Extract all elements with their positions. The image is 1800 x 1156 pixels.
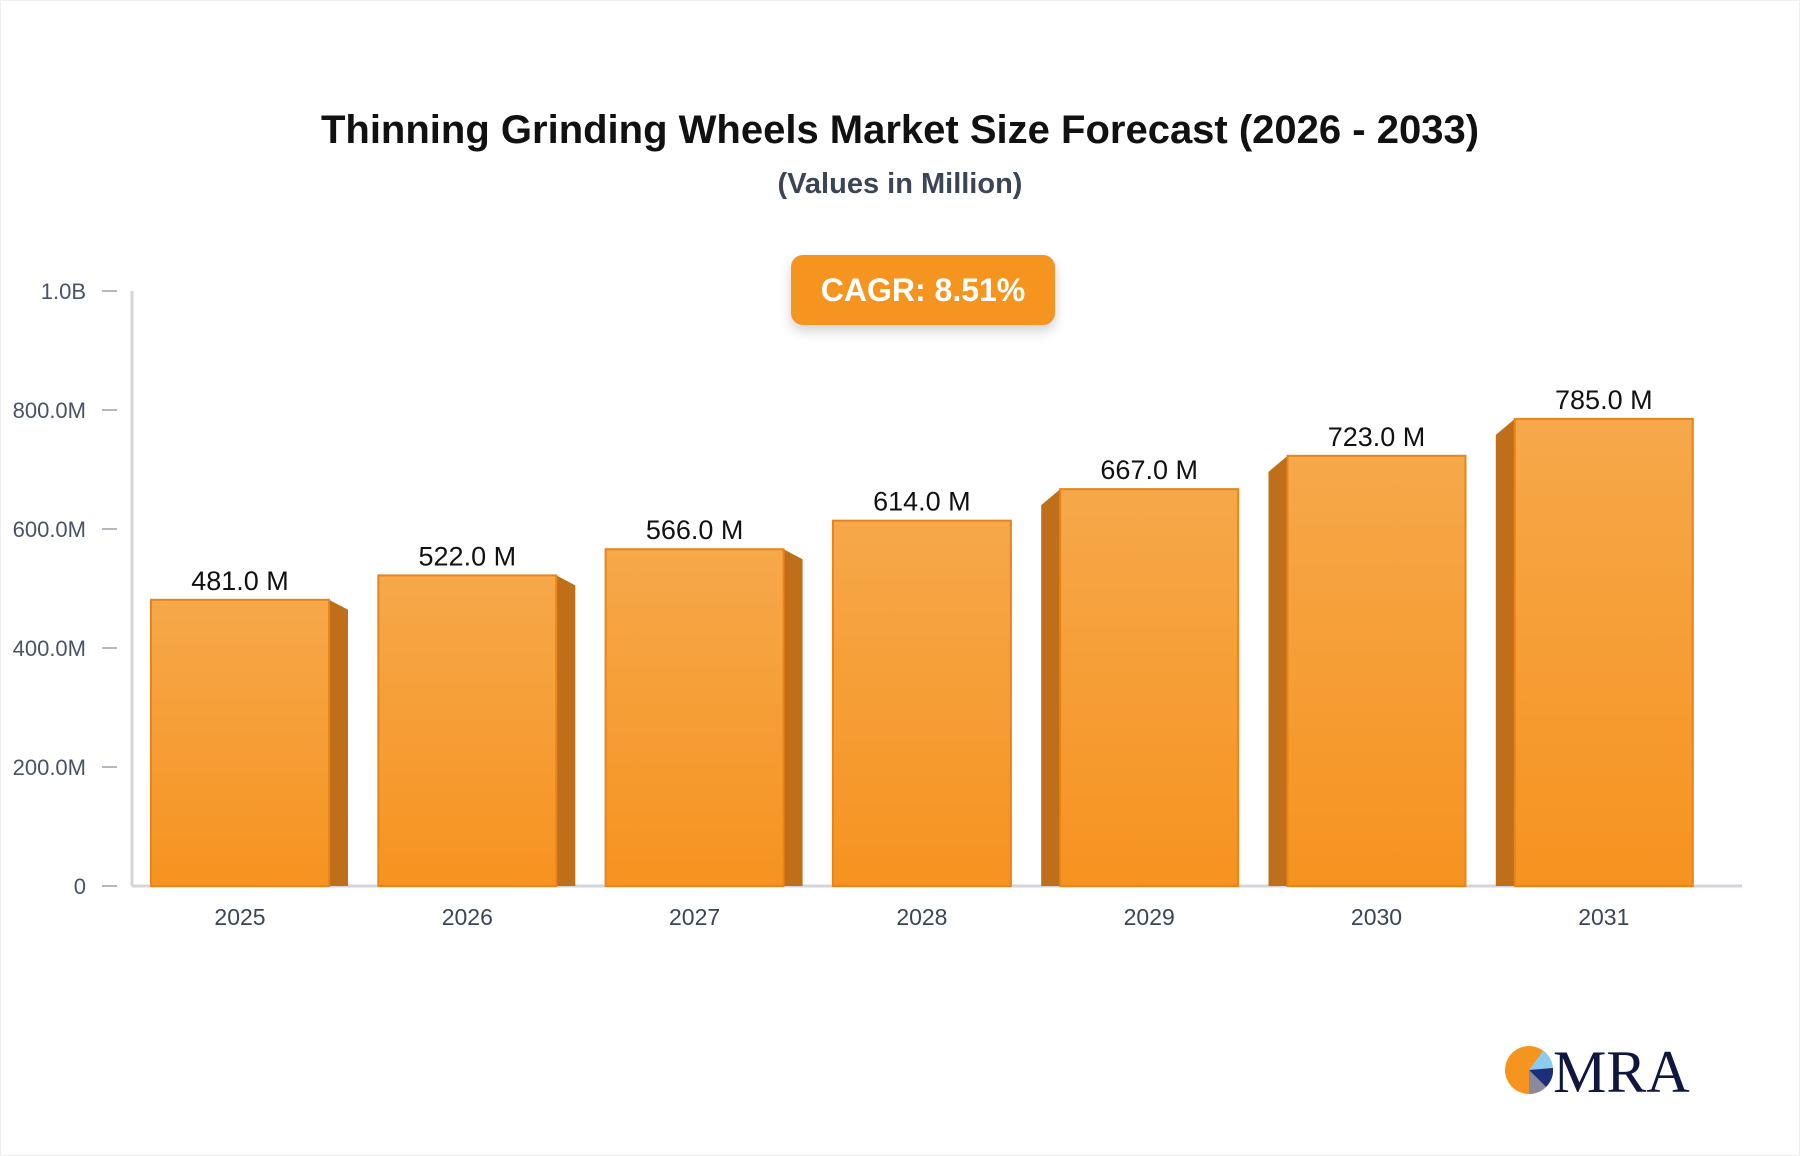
bar-side bbox=[783, 549, 803, 886]
cagr-badge: CAGR: 8.51% bbox=[791, 255, 1055, 325]
data-label: 481.0 M bbox=[191, 566, 289, 596]
chart-subtitle: (Values in Million) bbox=[777, 168, 1023, 200]
bar-group: 566.0 M 2027 bbox=[604, 515, 803, 930]
bar bbox=[1513, 417, 1694, 887]
svg-text:MRA: MRA bbox=[1553, 1040, 1690, 1100]
y-tick-label: 1.0B bbox=[41, 279, 86, 304]
y-tick-label: 400.0M bbox=[13, 636, 86, 661]
data-label: 785.0 M bbox=[1555, 385, 1653, 415]
data-label: 614.0 M bbox=[873, 487, 971, 517]
y-tick-label: 200.0M bbox=[13, 755, 86, 780]
bar-group: 481.0 M 2025 bbox=[150, 566, 348, 930]
bar-side bbox=[1495, 418, 1515, 886]
bar bbox=[377, 574, 558, 887]
x-tick-label: 2031 bbox=[1578, 904, 1629, 930]
bar bbox=[604, 548, 785, 887]
bar-side bbox=[1041, 489, 1061, 886]
x-tick-label: 2030 bbox=[1351, 904, 1402, 930]
data-label: 723.0 M bbox=[1328, 422, 1426, 452]
data-label: 522.0 M bbox=[419, 541, 517, 571]
bar bbox=[1286, 454, 1467, 887]
bar-group: 785.0 M 2031 bbox=[1495, 385, 1694, 930]
y-tick-label: 0 bbox=[74, 874, 86, 899]
bar-group: 723.0 M 2030 bbox=[1268, 422, 1467, 930]
bar-group: 522.0 M 2026 bbox=[377, 541, 576, 930]
logo-pie-icon: MRA bbox=[1505, 1040, 1690, 1100]
data-label: 667.0 M bbox=[1100, 455, 1198, 485]
mra-logo: MRA bbox=[1505, 1040, 1695, 1100]
bar-side bbox=[556, 575, 576, 886]
x-tick-label: 2026 bbox=[442, 904, 493, 930]
y-tick-label: 600.0M bbox=[13, 517, 86, 542]
bar bbox=[1059, 488, 1240, 887]
bar-group: 614.0 M 2028 bbox=[831, 487, 1012, 930]
bar bbox=[150, 598, 330, 887]
bar-group: 667.0 M 2029 bbox=[1041, 455, 1240, 930]
x-tick-label: 2028 bbox=[896, 904, 947, 930]
data-label: 566.0 M bbox=[646, 515, 744, 545]
x-tick-label: 2029 bbox=[1124, 904, 1175, 930]
bar-side bbox=[1268, 455, 1288, 886]
y-tick-label: 800.0M bbox=[13, 398, 86, 423]
x-tick-label: 2025 bbox=[214, 904, 265, 930]
bar-side bbox=[329, 599, 348, 886]
bar bbox=[831, 519, 1012, 887]
chart-title: Thinning Grinding Wheels Market Size For… bbox=[320, 108, 1480, 152]
x-tick-label: 2027 bbox=[669, 904, 720, 930]
